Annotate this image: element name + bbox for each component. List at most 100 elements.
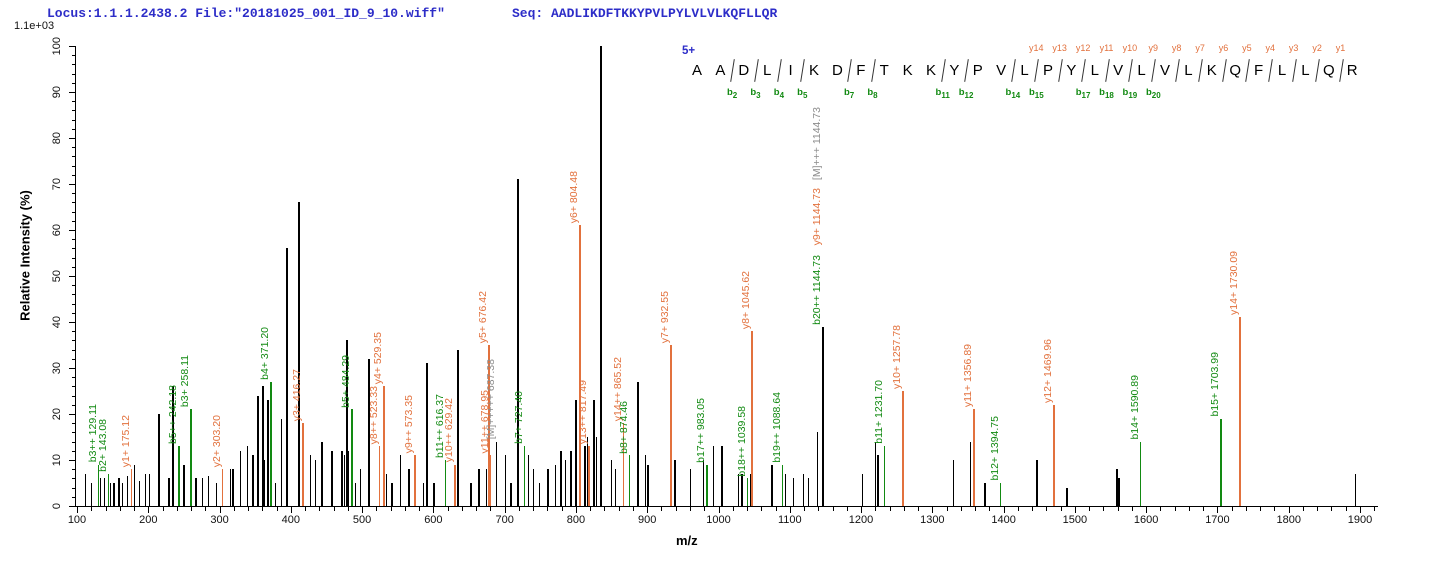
annotated-peak	[454, 464, 456, 506]
b-ion-cut-label: b7	[843, 87, 855, 100]
fragment-cut-mark	[1128, 59, 1133, 82]
sequence-residue: Y	[949, 62, 960, 79]
fragment-cut-mark	[1034, 59, 1040, 82]
peak	[195, 478, 197, 506]
y-axis-tick-label: 90	[51, 85, 63, 98]
annotated-peak	[629, 455, 631, 506]
peak	[408, 469, 410, 506]
x-axis-minor-tick	[333, 507, 335, 511]
peak	[874, 441, 876, 506]
peak	[354, 483, 357, 506]
y-axis-minor-tick	[72, 349, 75, 351]
b-ion-number: 8	[873, 90, 878, 100]
y-axis-minor-tick	[72, 119, 75, 121]
peak	[771, 464, 773, 506]
y-ion-cut-label: y9	[1148, 43, 1159, 53]
fragment-cut-mark	[777, 59, 782, 82]
peak	[593, 400, 596, 506]
x-axis-minor-tick	[1117, 507, 1119, 511]
peak	[297, 202, 300, 506]
sequence-residue: D	[738, 62, 750, 79]
peak-label: y8+ 1045.62	[740, 271, 753, 330]
x-axis-minor-tick	[1160, 507, 1162, 511]
peak	[712, 446, 715, 506]
peak	[99, 478, 102, 506]
y-axis-line	[75, 46, 76, 507]
peak	[148, 473, 151, 506]
peak	[239, 450, 241, 506]
peak	[689, 469, 692, 506]
x-axis-minor-tick	[1260, 507, 1262, 511]
peak	[208, 476, 210, 506]
x-axis-minor-tick	[875, 507, 877, 511]
y-axis-minor-tick	[72, 469, 75, 471]
x-axis-minor-tick	[946, 507, 948, 511]
peak	[425, 363, 428, 506]
x-axis-major-tick	[1360, 507, 1361, 513]
x-axis-minor-tick	[447, 507, 449, 511]
x-axis-tick-label: 1700	[1205, 514, 1230, 526]
annotated-peak	[1238, 317, 1241, 506]
peak	[171, 386, 174, 506]
b-ion-cut-label: b20	[1145, 87, 1161, 100]
x-axis-major-tick	[504, 507, 506, 513]
peak	[456, 349, 459, 506]
peak-label: b4+ 371.20	[259, 326, 272, 380]
x-axis-tick-label: 1000	[706, 514, 731, 526]
peak	[570, 450, 572, 506]
peak	[391, 483, 393, 506]
sequence-residue: K	[1206, 62, 1217, 79]
peak	[802, 473, 804, 506]
peak	[321, 441, 323, 506]
x-axis-minor-tick	[704, 507, 706, 511]
y-ion-cut-label: y6	[1218, 43, 1229, 53]
x-axis-minor-tick	[119, 507, 121, 511]
annotated-peak	[378, 446, 381, 506]
y-ion-cut-label: y11	[1099, 43, 1114, 53]
b-ion-number: 2	[732, 90, 738, 100]
y-axis-minor-tick	[72, 193, 75, 195]
sequence-residue: L	[1090, 62, 1099, 79]
fragment-cut-mark	[1174, 59, 1180, 82]
y-axis-title: Relative Intensity (%)	[17, 190, 33, 321]
x-axis-tick-label: 1800	[1276, 514, 1301, 526]
x-axis-minor-tick	[903, 507, 905, 511]
y-axis-major-tick	[69, 46, 75, 47]
sequence-residue: Q	[1229, 62, 1242, 79]
b-ion-cut-label: b3	[750, 87, 761, 100]
peak	[158, 450, 161, 506]
peak-label: b17++ 983.05	[695, 397, 708, 463]
y-axis-minor-tick	[72, 395, 75, 397]
peak	[953, 460, 955, 506]
y-axis-minor-tick	[72, 211, 75, 213]
x-axis-minor-tick	[305, 507, 307, 511]
sequence-residue: F	[1254, 62, 1264, 79]
fragment-cut-mark	[870, 59, 876, 82]
peak	[167, 478, 169, 506]
y-axis-minor-tick	[72, 202, 75, 204]
x-axis-major-tick	[433, 507, 435, 513]
peak	[90, 483, 92, 506]
peak-label: [M]+++++ 687.38	[484, 359, 497, 440]
peak	[422, 483, 424, 506]
b-ion-cut-label: b14	[1005, 87, 1021, 100]
x-axis-minor-tick	[319, 507, 321, 511]
y-axis-minor-tick	[72, 377, 75, 379]
peak	[615, 469, 617, 506]
peak	[584, 446, 586, 506]
peak-label: y8++ 523.33	[367, 385, 380, 445]
x-axis-tick-label: 600	[424, 514, 443, 526]
y-axis-tick-label: 50	[51, 269, 63, 282]
x-axis-minor-tick	[262, 507, 264, 511]
x-axis-major-tick	[148, 507, 150, 513]
peak	[280, 418, 283, 506]
annotated-peak	[579, 225, 582, 506]
x-axis-major-tick	[647, 507, 649, 513]
x-axis-minor-tick	[761, 507, 763, 511]
x-axis-minor-tick	[91, 507, 93, 511]
peak	[399, 455, 402, 506]
peak	[574, 400, 577, 506]
x-axis-minor-tick	[404, 507, 406, 511]
y-ion-cut-label: y10	[1122, 43, 1138, 53]
fragment-cut-mark	[1151, 59, 1157, 82]
